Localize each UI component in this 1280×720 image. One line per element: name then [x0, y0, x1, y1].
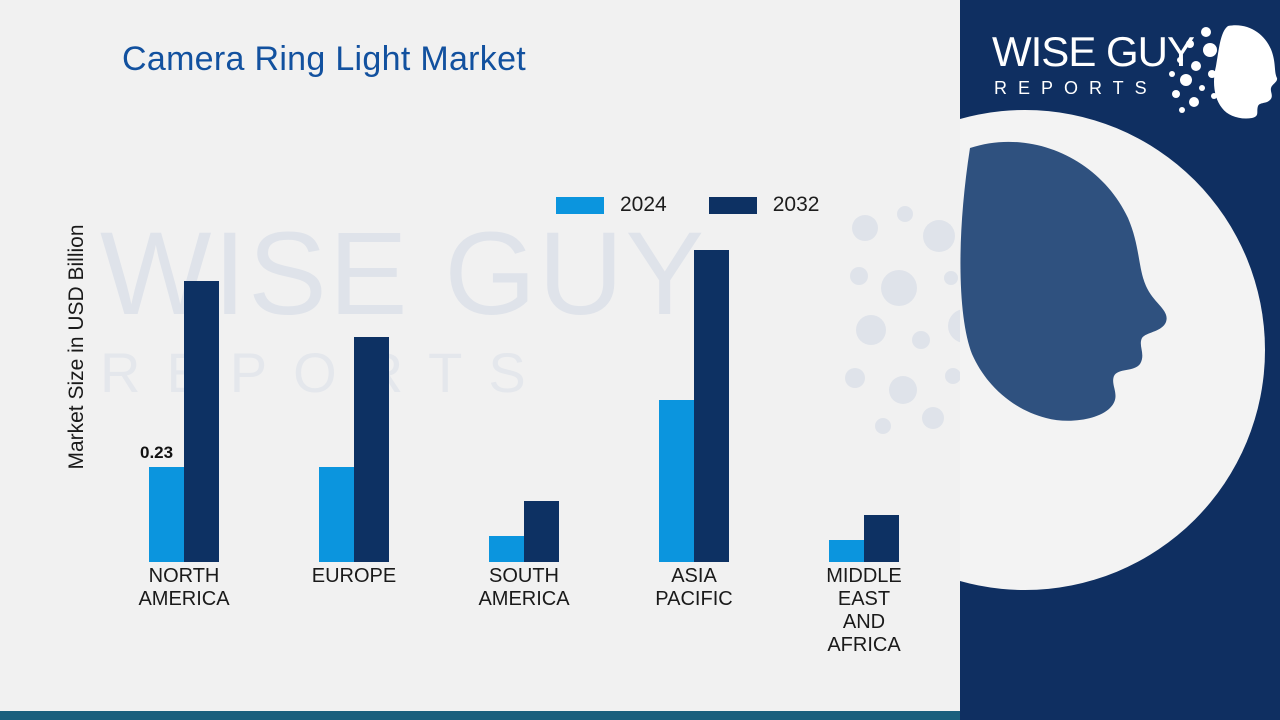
bar-2032[interactable] [354, 337, 389, 562]
bar-group [659, 250, 729, 562]
bar-2032[interactable] [864, 515, 899, 562]
brand-panel: WISE GUY REPORTS [960, 0, 1280, 711]
chart-panel: WISE GUY REPORTS Camera Ring Light Marke… [65, 40, 960, 675]
legend-swatch-2024 [556, 196, 604, 214]
bar-2032[interactable] [184, 281, 219, 562]
brand-logo-reports: REPORTS [994, 78, 1158, 98]
legend-swatch-2032 [708, 196, 757, 214]
bar-group [489, 501, 559, 562]
legend-item-2024[interactable]: 2024 [556, 193, 667, 217]
x-axis-label: ASIA PACIFIC [655, 565, 733, 610]
legend-label-2032: 2032 [772, 193, 820, 216]
x-axis-labels: NORTH AMERICA EUROPE SOUTH AMERICA ASIA PACIFI… [100, 565, 930, 675]
bar-2024[interactable] [659, 400, 694, 562]
bar-2024[interactable] [829, 540, 864, 562]
bar-2032[interactable] [694, 250, 729, 562]
bar-group [829, 515, 899, 562]
brand-logo: WISE GUY REPORTS [984, 25, 1278, 120]
bar-group [319, 337, 389, 562]
bar-2032[interactable] [524, 501, 559, 562]
footer-strip [0, 711, 1280, 720]
bar-value-label: 0.23 [140, 443, 174, 462]
legend-label-2024: 2024 [620, 193, 667, 216]
x-axis-label: EUROPE [311, 565, 397, 587]
bar-2024[interactable] [319, 467, 354, 562]
legend-item-2032[interactable]: 2032 [708, 193, 820, 217]
bar-2024[interactable]: 0.23 [140, 443, 184, 562]
head-profile-icon [960, 141, 1167, 421]
footer-strip-right [960, 711, 1280, 720]
bar-group: 0.23 [140, 281, 219, 562]
brand-logo-head-icon [1169, 25, 1278, 119]
x-axis-label: MIDDLE EAST AND AFRICA [826, 565, 902, 656]
x-axis-label: SOUTH AMERICA [478, 565, 570, 610]
y-axis-title: Market Size in USD Billion [65, 224, 88, 470]
page-title: Camera Ring Light Market [122, 40, 527, 78]
x-axis-label: NORTH AMERICA [138, 565, 230, 610]
plot-area: 0.23 [100, 200, 930, 562]
bar-2024[interactable] [489, 536, 524, 562]
brand-logo-wiseguy: WISE GUY [992, 28, 1195, 75]
chart-legend: 2024 2032 [556, 193, 819, 217]
